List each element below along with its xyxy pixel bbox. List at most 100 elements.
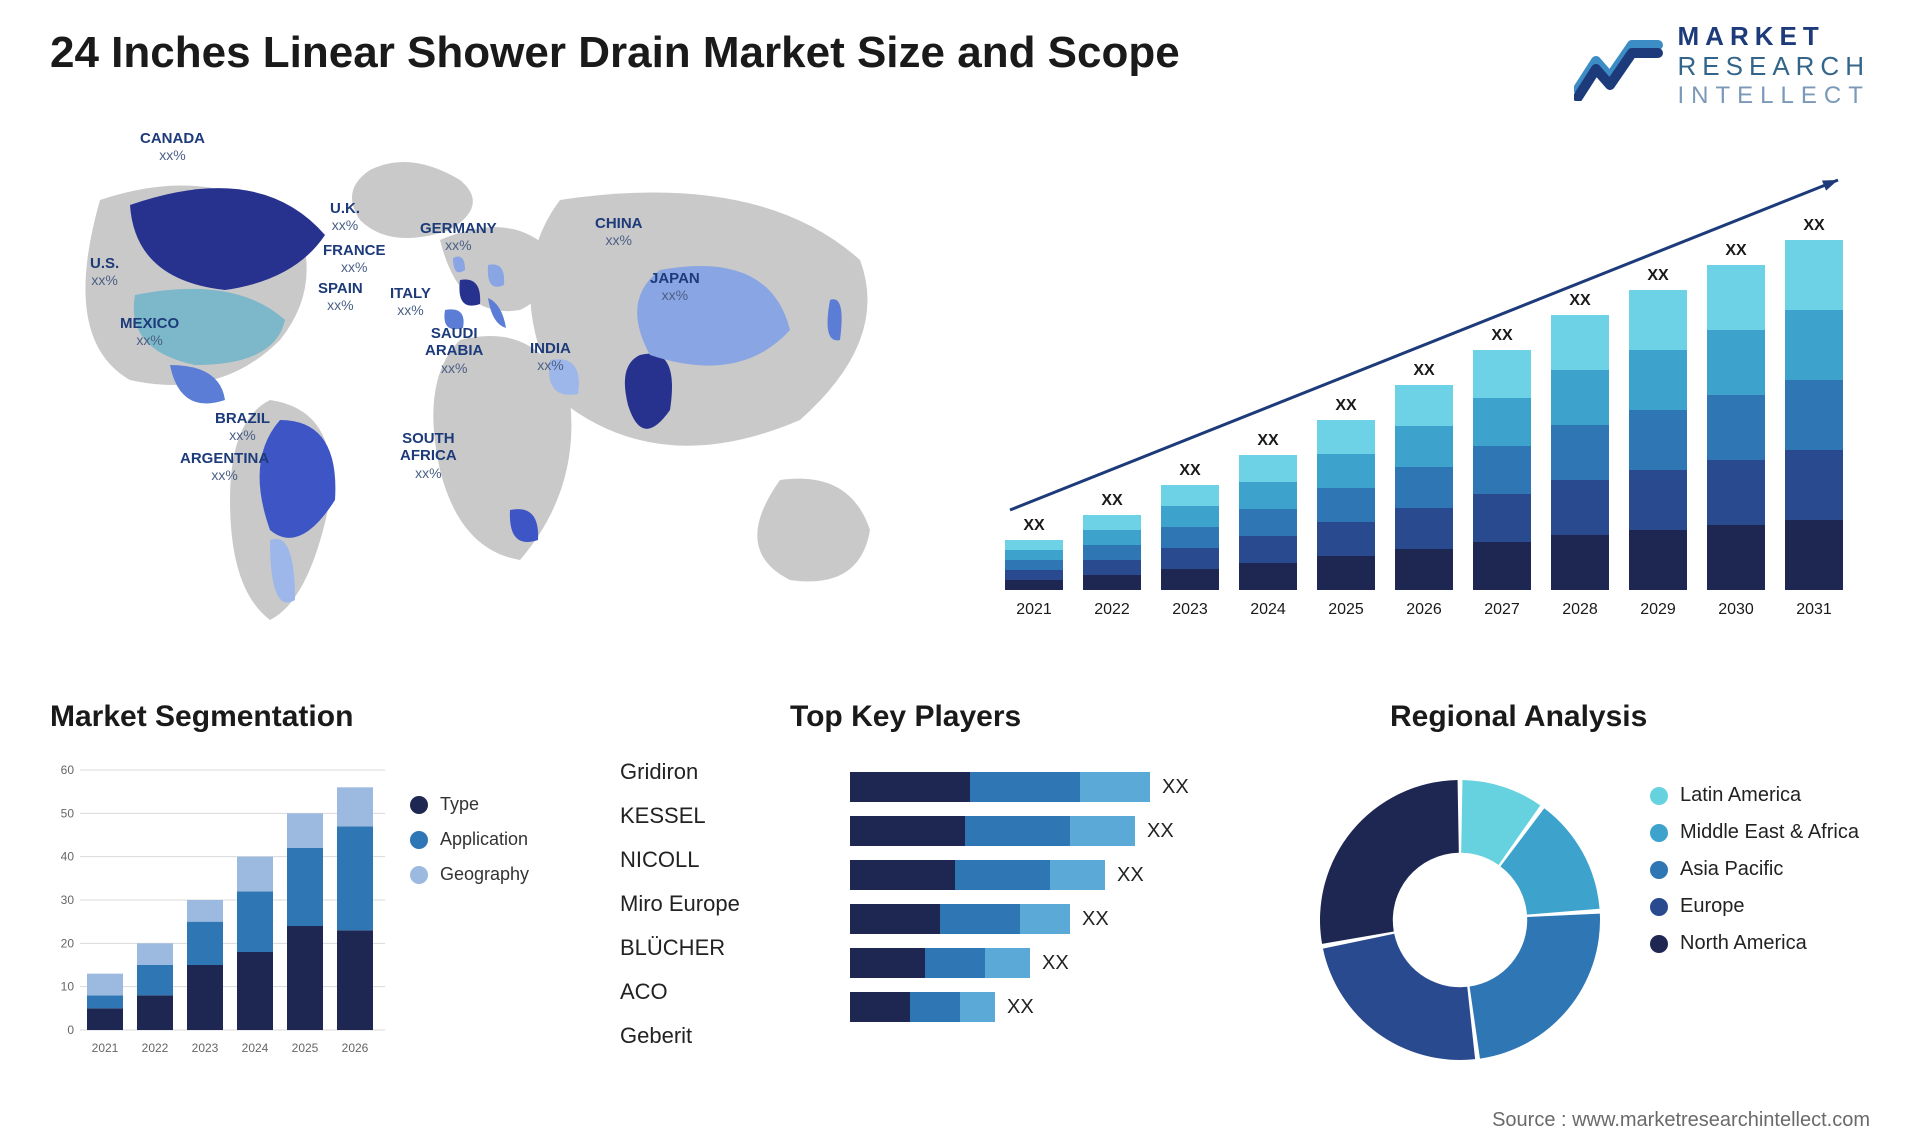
map-label: JAPANxx% <box>650 270 700 303</box>
regional-panel: Regional Analysis Latin AmericaMiddle Ea… <box>1300 700 1920 1100</box>
legend-dot-icon <box>1650 935 1668 953</box>
player-value: XX <box>1082 908 1109 931</box>
map-label: MEXICOxx% <box>120 315 179 348</box>
key-players-bars: XXXXXXXXXXXX <box>850 765 1250 1029</box>
svg-text:2022: 2022 <box>1094 601 1130 618</box>
world-map-svg <box>40 140 940 640</box>
svg-text:2024: 2024 <box>242 1041 269 1055</box>
legend-label: Geography <box>440 864 529 885</box>
player-name: NICOLL <box>620 838 740 882</box>
player-name: Gridiron <box>620 750 740 794</box>
svg-text:2021: 2021 <box>1016 601 1052 618</box>
trend-bar-chart-svg: XX2021XX2022XX2023XX2024XX2025XX2026XX20… <box>995 160 1865 640</box>
svg-text:2031: 2031 <box>1796 601 1832 618</box>
player-bar-segment <box>1080 772 1150 802</box>
player-name: KESSEL <box>620 794 740 838</box>
player-bar-segment <box>1050 860 1105 890</box>
player-bar <box>850 816 1135 846</box>
legend-item: Middle East & Africa <box>1650 821 1859 844</box>
player-bar-segment <box>940 904 1020 934</box>
player-value: XX <box>1117 864 1144 887</box>
player-bar-segment <box>850 772 970 802</box>
player-value: XX <box>1147 820 1174 843</box>
player-name: BLÜCHER <box>620 926 740 970</box>
legend-label: Asia Pacific <box>1680 858 1783 881</box>
svg-text:XX: XX <box>1647 267 1669 284</box>
svg-text:XX: XX <box>1179 462 1201 479</box>
trend-bar-chart: XX2021XX2022XX2023XX2024XX2025XX2026XX20… <box>995 160 1865 640</box>
regional-title: Regional Analysis <box>1390 700 1920 734</box>
player-bar-segment <box>985 948 1030 978</box>
svg-text:2023: 2023 <box>192 1041 219 1055</box>
svg-text:2025: 2025 <box>292 1041 319 1055</box>
svg-text:2030: 2030 <box>1718 601 1754 618</box>
player-bar-segment <box>1070 816 1135 846</box>
player-bar-segment <box>955 860 1050 890</box>
map-label: CHINAxx% <box>595 215 643 248</box>
svg-text:2025: 2025 <box>1328 601 1364 618</box>
legend-label: Application <box>440 829 528 850</box>
player-bar-segment <box>1020 904 1070 934</box>
legend-dot-icon <box>1650 824 1668 842</box>
player-value: XX <box>1042 952 1069 975</box>
svg-text:XX: XX <box>1257 432 1279 449</box>
player-bar <box>850 948 1030 978</box>
player-bar-segment <box>910 992 960 1022</box>
legend-item: Type <box>410 794 529 815</box>
regional-legend: Latin AmericaMiddle East & AfricaAsia Pa… <box>1650 770 1859 969</box>
player-bar-segment <box>850 816 965 846</box>
player-bar-row: XX <box>850 765 1250 809</box>
legend-dot-icon <box>410 866 428 884</box>
svg-text:2028: 2028 <box>1562 601 1598 618</box>
legend-dot-icon <box>410 831 428 849</box>
map-label: INDIAxx% <box>530 340 571 373</box>
legend-item: Europe <box>1650 895 1859 918</box>
player-bar-row: XX <box>850 809 1250 853</box>
svg-text:40: 40 <box>61 850 75 864</box>
svg-text:60: 60 <box>61 763 75 777</box>
svg-text:XX: XX <box>1491 327 1513 344</box>
page-title: 24 Inches Linear Shower Drain Market Siz… <box>50 28 1180 78</box>
svg-text:2023: 2023 <box>1172 601 1208 618</box>
map-label: U.K.xx% <box>330 200 360 233</box>
player-bar-segment <box>850 948 925 978</box>
key-players-panel: Top Key Players GridironKESSELNICOLLMiro… <box>620 700 1260 1100</box>
legend-item: Geography <box>410 864 529 885</box>
player-bar <box>850 904 1070 934</box>
map-label: GERMANYxx% <box>420 220 497 253</box>
legend-label: Middle East & Africa <box>1680 821 1859 844</box>
player-bar-segment <box>850 860 955 890</box>
svg-text:2021: 2021 <box>92 1041 119 1055</box>
svg-text:2029: 2029 <box>1640 601 1676 618</box>
player-name: Geberit <box>620 1014 740 1058</box>
svg-text:20: 20 <box>61 936 75 950</box>
map-label: SPAINxx% <box>318 280 363 313</box>
legend-dot-icon <box>1650 787 1668 805</box>
svg-text:2022: 2022 <box>142 1041 169 1055</box>
legend-dot-icon <box>1650 861 1668 879</box>
svg-text:XX: XX <box>1725 242 1747 259</box>
map-label: FRANCExx% <box>323 242 386 275</box>
key-players-title: Top Key Players <box>790 700 1260 734</box>
svg-text:2026: 2026 <box>342 1041 369 1055</box>
brand-logo: MARKET RESEARCH INTELLECT <box>1574 22 1870 109</box>
map-label: SAUDIARABIAxx% <box>425 325 483 376</box>
svg-text:2027: 2027 <box>1484 601 1520 618</box>
player-bar-row: XX <box>850 853 1250 897</box>
source-text: Source : www.marketresearchintellect.com <box>1492 1109 1870 1132</box>
legend-item: Asia Pacific <box>1650 858 1859 881</box>
svg-text:XX: XX <box>1803 217 1825 234</box>
player-bar-row: XX <box>850 985 1250 1029</box>
logo-line3: INTELLECT <box>1678 82 1870 110</box>
map-label: BRAZILxx% <box>215 410 270 443</box>
svg-text:XX: XX <box>1335 397 1357 414</box>
svg-text:50: 50 <box>61 806 75 820</box>
player-name: ACO <box>620 970 740 1014</box>
player-value: XX <box>1007 996 1034 1019</box>
player-bar-segment <box>965 816 1070 846</box>
svg-text:30: 30 <box>61 893 75 907</box>
map-label: CANADAxx% <box>140 130 205 163</box>
svg-text:0: 0 <box>67 1023 74 1037</box>
map-label: ARGENTINAxx% <box>180 450 269 483</box>
logo-line2: RESEARCH <box>1678 52 1870 82</box>
